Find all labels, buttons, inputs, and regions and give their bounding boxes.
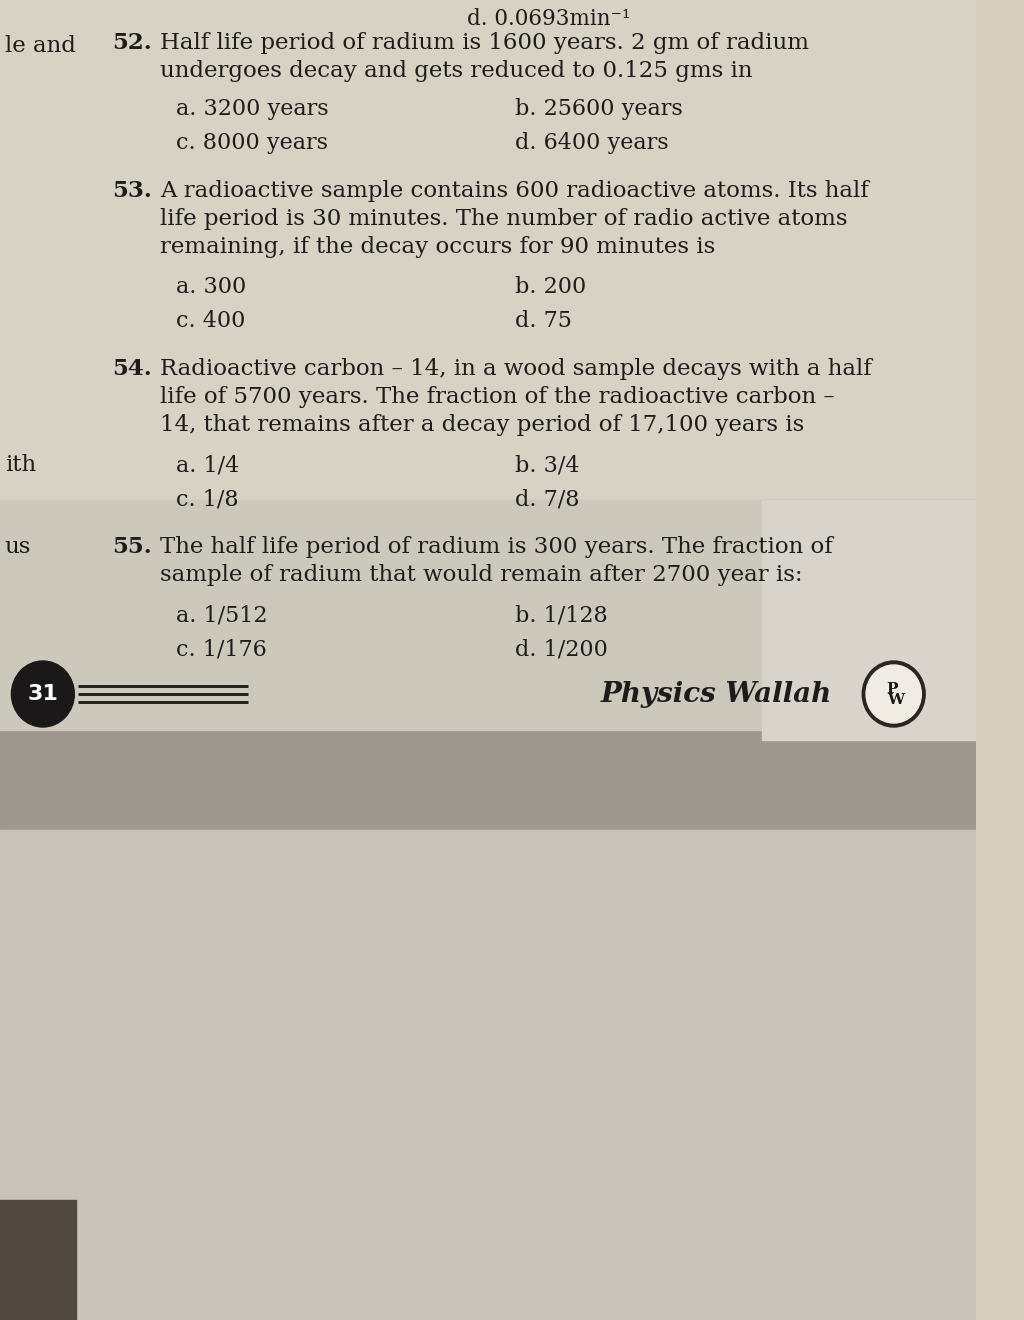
- Polygon shape: [0, 730, 976, 830]
- Polygon shape: [0, 500, 976, 1320]
- Text: a. 3200 years: a. 3200 years: [176, 98, 329, 120]
- Text: d. 1/200: d. 1/200: [514, 638, 607, 660]
- Circle shape: [862, 661, 925, 727]
- Text: 55.: 55.: [113, 536, 153, 558]
- Text: c. 1/8: c. 1/8: [176, 488, 239, 510]
- Text: 53.: 53.: [113, 180, 153, 202]
- Text: b. 200: b. 200: [514, 276, 586, 298]
- Text: Half life period of radium is 1600 years. 2 gm of radium: Half life period of radium is 1600 years…: [160, 32, 809, 54]
- Text: 31: 31: [28, 684, 58, 704]
- Polygon shape: [762, 500, 976, 741]
- Text: c. 400: c. 400: [176, 310, 246, 333]
- Text: W: W: [887, 693, 904, 708]
- Text: a. 300: a. 300: [176, 276, 247, 298]
- Circle shape: [866, 665, 922, 723]
- Text: remaining, if the decay occurs for 90 minutes is: remaining, if the decay occurs for 90 mi…: [160, 236, 716, 257]
- Text: The half life period of radium is 300 years. The fraction of: The half life period of radium is 300 ye…: [160, 536, 833, 558]
- Text: 54.: 54.: [113, 358, 153, 380]
- Text: sample of radium that would remain after 2700 year is:: sample of radium that would remain after…: [160, 564, 803, 586]
- Text: A radioactive sample contains 600 radioactive atoms. Its half: A radioactive sample contains 600 radioa…: [160, 180, 868, 202]
- Circle shape: [11, 661, 75, 727]
- Text: us: us: [5, 536, 31, 558]
- Text: undergoes decay and gets reduced to 0.125 gms in: undergoes decay and gets reduced to 0.12…: [160, 59, 753, 82]
- Text: 14, that remains after a decay period of 17,100 years is: 14, that remains after a decay period of…: [160, 414, 804, 436]
- Text: life of 5700 years. The fraction of the radioactive carbon –: life of 5700 years. The fraction of the …: [160, 385, 835, 408]
- Text: a. 1/512: a. 1/512: [176, 605, 267, 626]
- Polygon shape: [0, 830, 976, 1320]
- Text: b. 25600 years: b. 25600 years: [514, 98, 682, 120]
- Text: P: P: [886, 682, 898, 696]
- Text: c. 8000 years: c. 8000 years: [176, 132, 329, 154]
- Text: Physics Wallah: Physics Wallah: [600, 681, 831, 708]
- Polygon shape: [0, 0, 976, 500]
- Text: ith: ith: [5, 454, 36, 477]
- Text: d. 75: d. 75: [514, 310, 571, 333]
- Text: 52.: 52.: [113, 32, 153, 54]
- Text: d. 0.0693min⁻¹: d. 0.0693min⁻¹: [467, 8, 631, 30]
- Text: d. 7/8: d. 7/8: [514, 488, 579, 510]
- Text: a. 1/4: a. 1/4: [176, 454, 240, 477]
- Polygon shape: [0, 500, 976, 730]
- Text: Radioactive carbon – 14, in a wood sample decays with a half: Radioactive carbon – 14, in a wood sampl…: [160, 358, 871, 380]
- Text: life period is 30 minutes. The number of radio active atoms: life period is 30 minutes. The number of…: [160, 209, 848, 230]
- Text: b. 3/4: b. 3/4: [514, 454, 579, 477]
- Text: d. 6400 years: d. 6400 years: [514, 132, 668, 154]
- Text: le and: le and: [5, 36, 76, 57]
- Text: b. 1/128: b. 1/128: [514, 605, 607, 626]
- Text: c. 1/176: c. 1/176: [176, 638, 267, 660]
- Polygon shape: [0, 1200, 76, 1320]
